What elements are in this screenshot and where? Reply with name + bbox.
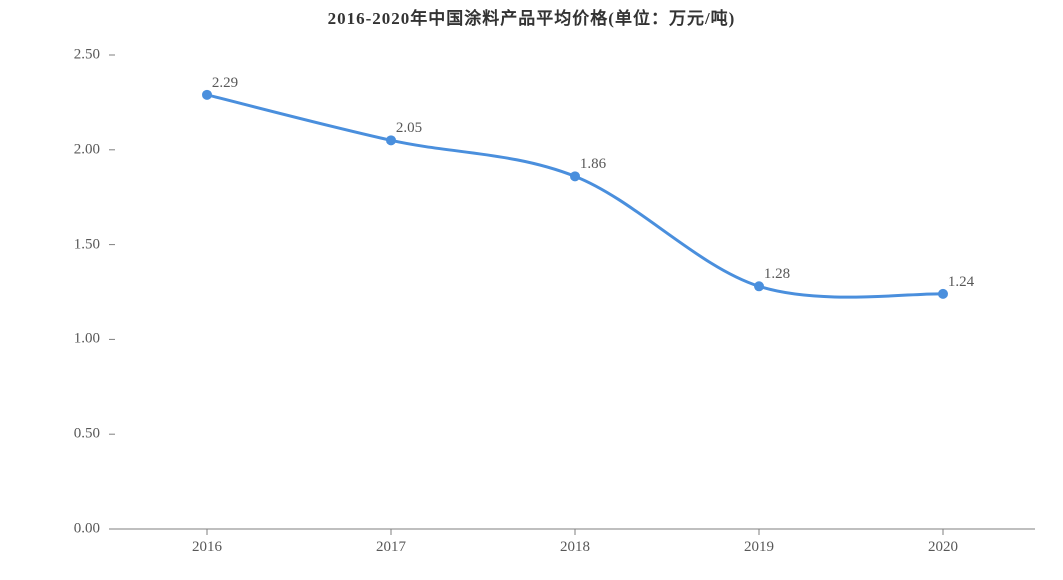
data-point-label: 1.24 bbox=[948, 274, 974, 291]
y-tick-label: 0.00 bbox=[45, 521, 100, 538]
x-tick-label: 2016 bbox=[192, 539, 222, 556]
data-point-label: 1.28 bbox=[764, 266, 790, 283]
x-tick-label: 2020 bbox=[928, 539, 958, 556]
plot-area bbox=[115, 55, 1035, 530]
y-tick-label: 1.50 bbox=[45, 236, 100, 253]
y-tick-label: 1.00 bbox=[45, 331, 100, 348]
y-tick-label: 2.00 bbox=[45, 141, 100, 158]
chart-title: 2016-2020年中国涂料产品平均价格(单位：万元/吨) bbox=[0, 4, 1063, 29]
data-point-label: 2.05 bbox=[396, 120, 422, 137]
x-tick-label: 2018 bbox=[560, 539, 590, 556]
data-point-label: 2.29 bbox=[212, 75, 238, 92]
y-tick-label: 2.50 bbox=[45, 47, 100, 64]
y-tick-label: 0.50 bbox=[45, 426, 100, 443]
chart-svg bbox=[115, 55, 1035, 530]
x-tick-label: 2017 bbox=[376, 539, 406, 556]
x-tick-label: 2019 bbox=[744, 539, 774, 556]
chart-container: 2016-2020年中国涂料产品平均价格(单位：万元/吨) 0.00 0.50 1.… bbox=[0, 0, 1063, 580]
data-point-label: 1.86 bbox=[580, 156, 606, 173]
